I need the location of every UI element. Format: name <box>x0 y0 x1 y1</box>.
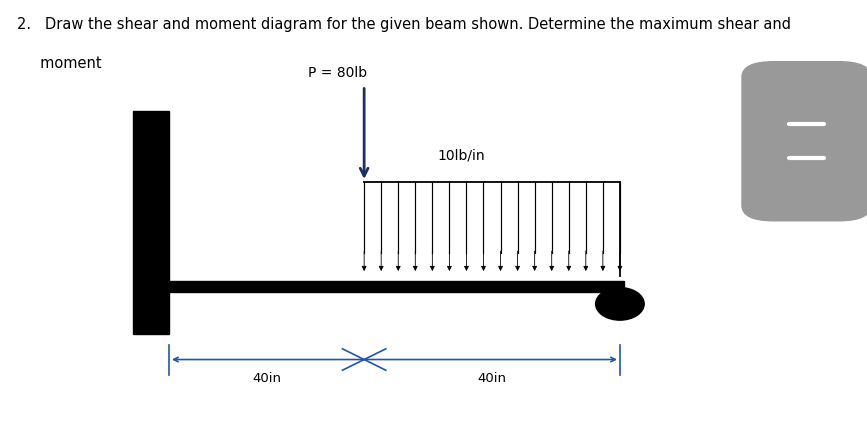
Ellipse shape <box>596 288 644 320</box>
Text: 40in: 40in <box>478 372 506 385</box>
Text: 40in: 40in <box>252 372 281 385</box>
Text: 2.   Draw the shear and moment diagram for the given beam shown. Determine the m: 2. Draw the shear and moment diagram for… <box>17 17 792 32</box>
Text: P = 80lb: P = 80lb <box>308 66 367 80</box>
Text: 10lb/in: 10lb/in <box>438 149 486 163</box>
Bar <box>133 111 169 334</box>
FancyBboxPatch shape <box>741 61 867 222</box>
Bar <box>169 282 624 292</box>
Text: moment: moment <box>17 56 102 71</box>
